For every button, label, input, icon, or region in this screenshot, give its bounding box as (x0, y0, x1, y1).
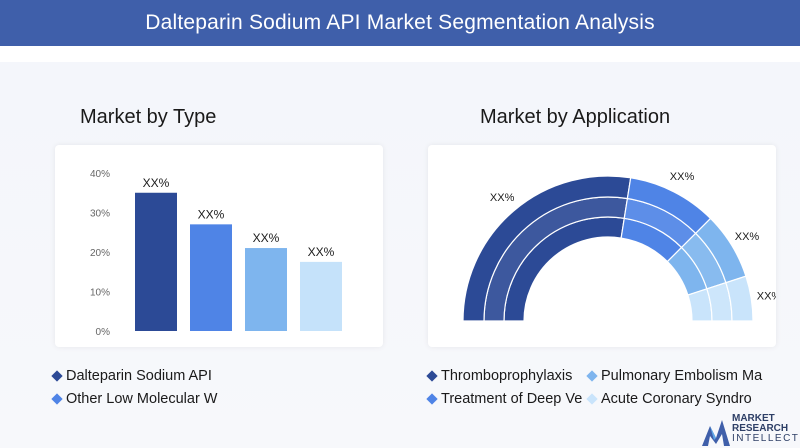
logo-line-2: RESEARCH (732, 423, 789, 434)
bar-data-label: XX% (308, 245, 335, 259)
legend-label: Dalteparin Sodium API (66, 368, 212, 384)
slice-data-label: XX% (490, 192, 515, 204)
donut-slice-2 (620, 177, 712, 263)
slice-data-label: XX% (757, 291, 776, 303)
logo-line-1: MARKET (732, 413, 775, 424)
brand-logo: MARKET RESEARCH INTELLECT (700, 410, 800, 448)
legend-item-app-4: Acute Coronary Syndro (586, 391, 752, 407)
application-section-title: Market by Application (480, 106, 671, 128)
legend-item-type-2: Other Low Molecular W (51, 391, 218, 407)
y-tick-label: 40% (90, 169, 110, 180)
legend-marker (51, 393, 63, 405)
page-title: Dalteparin Sodium API Market Segmentatio… (145, 11, 655, 34)
legend-marker (586, 393, 598, 405)
legend-label: Pulmonary Embolism Ma (601, 368, 763, 384)
legend-marker (426, 393, 438, 405)
slice-data-label: XX% (735, 231, 760, 243)
legend-item-app-2: Pulmonary Embolism Ma (586, 368, 763, 384)
type-section-title: Market by Type (80, 106, 217, 128)
legend-marker (51, 370, 63, 382)
donut-slice-1 (462, 175, 632, 322)
bar-3 (245, 248, 287, 331)
y-tick-label: 20% (90, 248, 110, 259)
bar-data-label: XX% (198, 207, 225, 221)
donut-chart: XX% XX% XX% XX% (462, 171, 781, 322)
bar-data-label: XX% (143, 176, 170, 190)
y-tick-label: 0% (96, 327, 111, 338)
bar-4 (300, 261, 342, 331)
y-tick-label: 30% (90, 209, 110, 220)
legend-item-type-1: Dalteparin Sodium API (51, 368, 212, 384)
slice-data-label: XX% (670, 171, 695, 183)
legend-label: Acute Coronary Syndro (601, 391, 752, 407)
bar-2 (190, 224, 232, 331)
bar-chart: 0% 10% 20% 30% 40% XX% XX% XX% XX% (90, 169, 342, 338)
legend-item-app-3: Treatment of Deep Ve (426, 391, 583, 407)
donut-slice-4 (687, 275, 754, 322)
donut-chart-card: XX% XX% XX% XX% (428, 145, 781, 347)
logo-text: MARKET RESEARCH INTELLECT (732, 414, 799, 444)
bar-data-label: XX% (253, 231, 280, 245)
legend-label: Treatment of Deep Ve (441, 391, 583, 407)
page-header: Dalteparin Sodium API Market Segmentatio… (0, 0, 800, 46)
legend-marker (426, 370, 438, 382)
legend-item-app-1: Thromboprophylaxis (426, 368, 573, 384)
legend-marker (586, 370, 598, 382)
bar-1 (135, 192, 177, 331)
logo-line-3: INTELLECT (732, 433, 800, 444)
bar-chart-card: 0% 10% 20% 30% 40% XX% XX% XX% XX% (55, 145, 383, 347)
logo-mark-icon (702, 420, 730, 446)
y-tick-label: 10% (90, 288, 110, 299)
legend-label: Thromboprophylaxis (441, 368, 573, 384)
legend-label: Other Low Molecular W (66, 391, 218, 407)
